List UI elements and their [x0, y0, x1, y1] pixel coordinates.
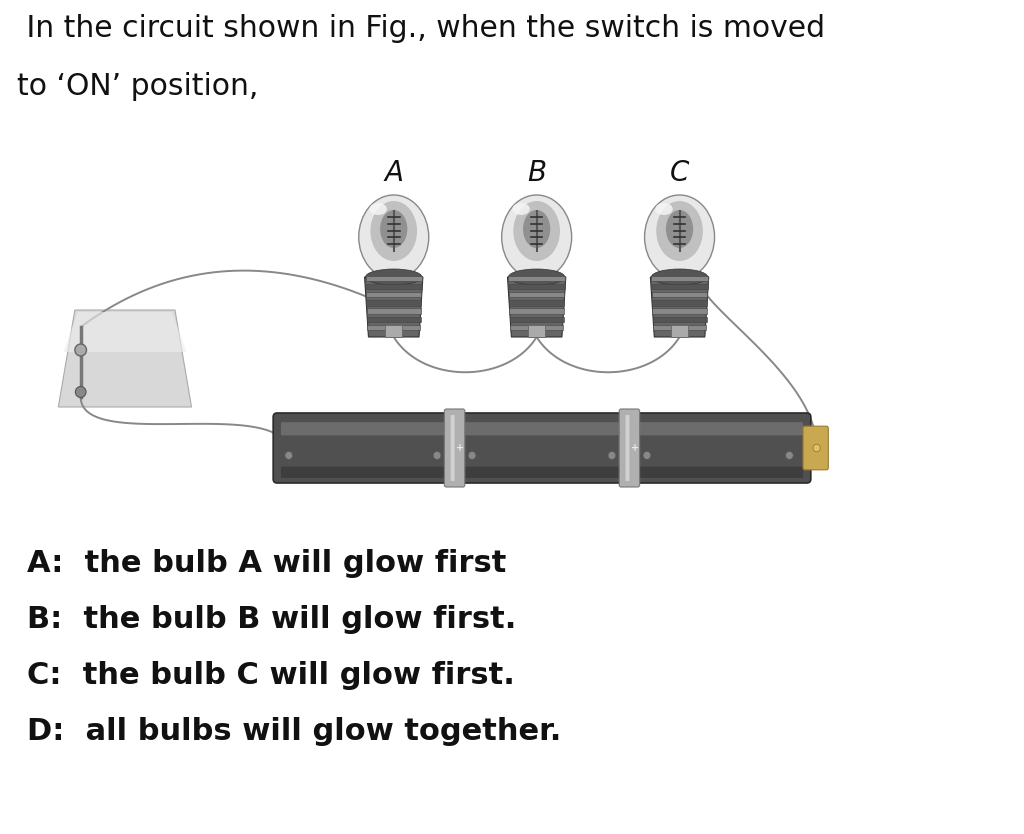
- FancyBboxPatch shape: [366, 284, 422, 289]
- Circle shape: [608, 451, 615, 460]
- FancyBboxPatch shape: [509, 284, 564, 289]
- FancyBboxPatch shape: [509, 300, 564, 305]
- Circle shape: [285, 451, 293, 460]
- FancyBboxPatch shape: [367, 300, 421, 305]
- Text: In the circuit shown in Fig., when the switch is moved: In the circuit shown in Fig., when the s…: [17, 14, 825, 43]
- Circle shape: [785, 451, 794, 460]
- FancyBboxPatch shape: [652, 316, 707, 322]
- Text: +: +: [456, 443, 464, 453]
- Circle shape: [76, 386, 86, 398]
- Polygon shape: [508, 277, 566, 337]
- FancyBboxPatch shape: [281, 467, 803, 478]
- Ellipse shape: [513, 201, 560, 261]
- Circle shape: [813, 445, 820, 452]
- Ellipse shape: [644, 195, 715, 279]
- FancyBboxPatch shape: [273, 413, 811, 483]
- Text: B:  the bulb B will glow first.: B: the bulb B will glow first.: [28, 605, 516, 634]
- FancyBboxPatch shape: [528, 325, 546, 337]
- Ellipse shape: [380, 210, 408, 248]
- Text: C: C: [670, 159, 689, 187]
- Polygon shape: [650, 277, 709, 337]
- FancyBboxPatch shape: [626, 415, 630, 481]
- FancyBboxPatch shape: [281, 422, 803, 435]
- Circle shape: [468, 451, 476, 460]
- Ellipse shape: [666, 210, 693, 248]
- Ellipse shape: [523, 210, 550, 248]
- FancyBboxPatch shape: [509, 275, 565, 281]
- Text: C:  the bulb C will glow first.: C: the bulb C will glow first.: [28, 661, 515, 690]
- FancyBboxPatch shape: [509, 309, 564, 314]
- Text: +: +: [631, 443, 639, 453]
- FancyBboxPatch shape: [651, 275, 708, 281]
- Polygon shape: [365, 277, 423, 337]
- Text: D:  all bulbs will glow together.: D: all bulbs will glow together.: [28, 717, 561, 746]
- Polygon shape: [58, 310, 191, 407]
- FancyBboxPatch shape: [509, 292, 564, 298]
- FancyBboxPatch shape: [366, 275, 422, 281]
- Circle shape: [643, 451, 651, 460]
- Ellipse shape: [656, 201, 702, 261]
- FancyBboxPatch shape: [444, 409, 465, 487]
- Polygon shape: [63, 312, 186, 352]
- Text: A:  the bulb A will glow first: A: the bulb A will glow first: [28, 549, 507, 578]
- FancyBboxPatch shape: [671, 325, 688, 337]
- FancyBboxPatch shape: [510, 324, 563, 330]
- Text: A: A: [384, 159, 403, 187]
- Text: to ‘ON’ position,: to ‘ON’ position,: [17, 72, 259, 101]
- FancyBboxPatch shape: [652, 300, 707, 305]
- FancyBboxPatch shape: [367, 309, 421, 314]
- FancyBboxPatch shape: [385, 325, 402, 337]
- Ellipse shape: [651, 269, 708, 285]
- Circle shape: [433, 451, 441, 460]
- FancyBboxPatch shape: [652, 309, 707, 314]
- Ellipse shape: [366, 269, 422, 285]
- FancyBboxPatch shape: [652, 292, 708, 298]
- FancyBboxPatch shape: [451, 415, 455, 481]
- Circle shape: [75, 344, 86, 356]
- FancyBboxPatch shape: [651, 284, 708, 289]
- Text: B: B: [527, 159, 546, 187]
- Ellipse shape: [509, 269, 565, 285]
- FancyBboxPatch shape: [653, 324, 707, 330]
- FancyBboxPatch shape: [803, 426, 828, 470]
- FancyBboxPatch shape: [510, 316, 563, 322]
- FancyBboxPatch shape: [620, 409, 640, 487]
- Ellipse shape: [370, 203, 387, 215]
- Ellipse shape: [358, 195, 429, 279]
- Ellipse shape: [502, 195, 571, 279]
- Ellipse shape: [655, 203, 673, 215]
- Ellipse shape: [371, 201, 417, 261]
- FancyBboxPatch shape: [367, 316, 421, 322]
- FancyBboxPatch shape: [366, 292, 422, 298]
- FancyBboxPatch shape: [367, 324, 421, 330]
- Ellipse shape: [512, 203, 529, 215]
